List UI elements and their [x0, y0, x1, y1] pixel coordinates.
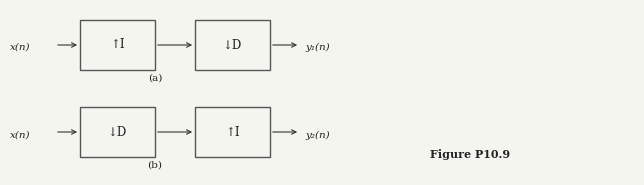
Text: y₂(n): y₂(n) [305, 130, 330, 139]
Bar [80, 107, 155, 157]
Text: x(n): x(n) [10, 130, 30, 139]
Text: y₁(n): y₁(n) [305, 42, 330, 52]
Bar [195, 20, 270, 70]
Text: ↑I: ↑I [225, 125, 240, 139]
Text: ↑I: ↑I [110, 38, 125, 51]
Bar [80, 20, 155, 70]
Text: x(n): x(n) [10, 43, 30, 51]
Text: Figure P10.9: Figure P10.9 [430, 149, 510, 161]
Bar [195, 107, 270, 157]
Text: ↓D: ↓D [223, 38, 242, 51]
Text: ↓D: ↓D [108, 125, 127, 139]
Text: (b): (b) [147, 161, 162, 169]
Text: (a): (a) [148, 73, 162, 83]
